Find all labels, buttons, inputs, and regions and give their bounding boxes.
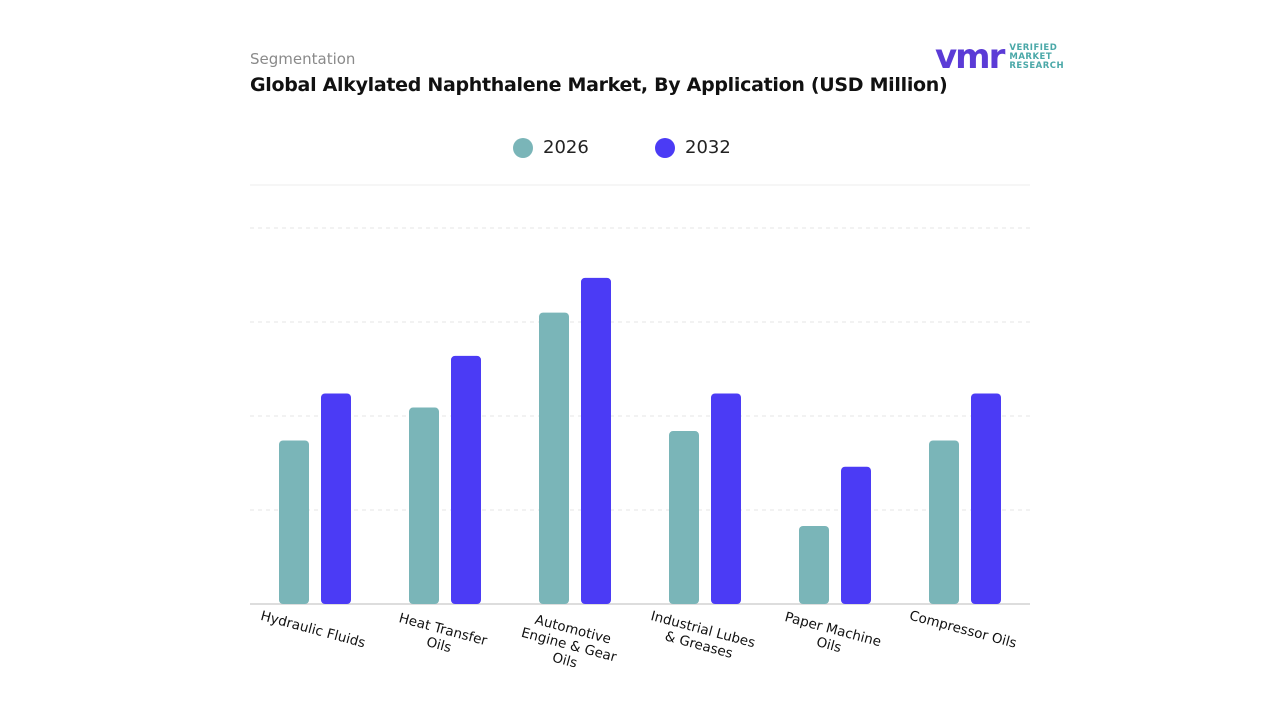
bar [321, 393, 351, 604]
bar [799, 525, 829, 604]
logo: vmr VERIFIED MARKET RESEARCH [935, 37, 1065, 77]
legend-swatch [513, 138, 533, 158]
legend-label: 2032 [685, 137, 731, 158]
chart-title: Global Alkylated Naphthalene Market, By … [250, 74, 948, 96]
subtitle: Segmentation [250, 50, 356, 68]
bar [451, 355, 481, 604]
logo-mark: vmr [935, 37, 1005, 77]
bar [409, 407, 439, 604]
legend-label: 2026 [543, 137, 589, 158]
bar [539, 312, 569, 604]
logo-line: RESEARCH [1009, 60, 1065, 71]
bar [929, 440, 959, 604]
bar [841, 466, 871, 604]
bar [279, 440, 309, 604]
logo-line: VERIFIED [1009, 42, 1058, 53]
logo-text: VERIFIED MARKET RESEARCH [1009, 42, 1065, 71]
bar [581, 277, 611, 604]
bar [971, 393, 1001, 604]
bar [669, 431, 699, 604]
bar [711, 393, 741, 604]
logo-line: MARKET [1009, 51, 1053, 62]
legend-swatch [655, 138, 675, 158]
